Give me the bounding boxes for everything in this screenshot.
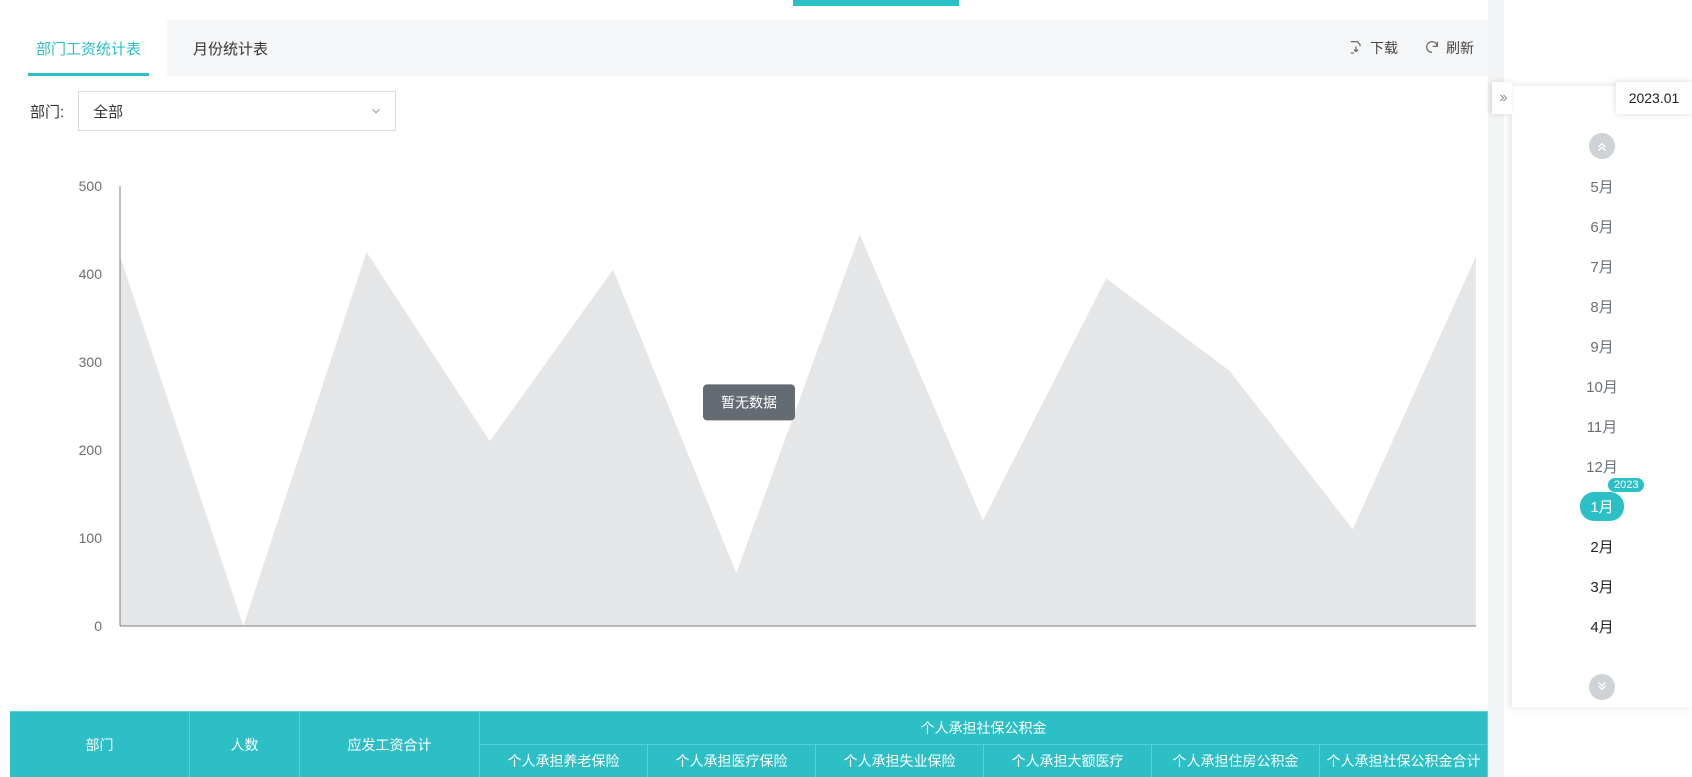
scrollbar-track[interactable] bbox=[1488, 0, 1504, 777]
month-panel-header: 2023.01 bbox=[1616, 82, 1692, 114]
month-panel: 2023.01 5月6月7月8月9月10月11月12月20231月2月3月4月 bbox=[1512, 86, 1692, 707]
y-tick-label: 400 bbox=[79, 266, 103, 282]
tabs: 部门工资统计表 月份统计表 bbox=[10, 20, 1488, 76]
th-gross: 应发工资合计 bbox=[300, 711, 480, 777]
month-label: 6月 bbox=[1590, 216, 1613, 237]
download-label: 下载 bbox=[1370, 38, 1398, 58]
collapse-button[interactable] bbox=[1492, 82, 1512, 114]
month-item[interactable]: 11月 bbox=[1512, 406, 1692, 446]
month-label: 9月 bbox=[1590, 336, 1613, 357]
th-count: 人数 bbox=[190, 711, 300, 777]
month-item[interactable]: 20231月 bbox=[1512, 486, 1692, 526]
y-tick-label: 200 bbox=[79, 442, 103, 458]
month-item[interactable]: 2月 bbox=[1512, 526, 1692, 566]
month-label: 11月 bbox=[1587, 416, 1618, 437]
th-sub-1: 个人承担医疗保险 bbox=[648, 744, 816, 777]
month-label: 8月 bbox=[1590, 296, 1613, 317]
month-label: 12月 bbox=[1586, 456, 1618, 477]
top-accent-bar bbox=[793, 0, 959, 6]
month-item[interactable]: 3月 bbox=[1512, 566, 1692, 606]
month-item[interactable]: 12月 bbox=[1512, 446, 1692, 486]
tab-label: 月份统计表 bbox=[193, 38, 268, 59]
month-label: 1月 bbox=[1580, 492, 1623, 521]
month-label: 2月 bbox=[1590, 536, 1613, 557]
year-tag: 2023 bbox=[1608, 478, 1644, 492]
y-tick-label: 500 bbox=[79, 178, 103, 194]
select-value: 全部 bbox=[93, 101, 123, 122]
refresh-label: 刷新 bbox=[1446, 38, 1474, 58]
th-dept: 部门 bbox=[10, 711, 190, 777]
chart-area: 0 100 200 300 400 500 暂无数据 bbox=[10, 146, 1488, 666]
month-label: 3月 bbox=[1590, 576, 1613, 597]
th-sub-4: 个人承担住房公积金 bbox=[1152, 744, 1320, 777]
tab-department-salary[interactable]: 部门工资统计表 bbox=[10, 20, 167, 76]
y-tick-label: 100 bbox=[79, 530, 103, 546]
refresh-icon bbox=[1424, 39, 1440, 58]
th-sub-0: 个人承担养老保险 bbox=[480, 744, 648, 777]
month-label: 7月 bbox=[1590, 256, 1613, 277]
month-label: 4月 bbox=[1590, 616, 1613, 637]
y-tick-label: 0 bbox=[94, 618, 102, 634]
month-item[interactable]: 7月 bbox=[1512, 246, 1692, 286]
y-tick-label: 300 bbox=[79, 354, 103, 370]
month-item[interactable]: 4月 bbox=[1512, 606, 1692, 646]
month-list: 5月6月7月8月9月10月11月12月20231月2月3月4月 bbox=[1512, 166, 1692, 667]
month-label: 10月 bbox=[1586, 376, 1618, 397]
chevron-down-icon bbox=[369, 104, 383, 118]
download-icon bbox=[1348, 39, 1364, 58]
filter-row: 部门: 全部 bbox=[10, 76, 1488, 146]
tab-actions: 下载 刷新 bbox=[1348, 20, 1474, 76]
th-sub-5: 个人承担社保公积金合计 bbox=[1320, 744, 1488, 777]
area-fill bbox=[120, 234, 1476, 626]
th-sub-2: 个人承担失业保险 bbox=[816, 744, 984, 777]
month-label: 5月 bbox=[1590, 176, 1613, 197]
tabs-row: 部门工资统计表 月份统计表 下载 刷新 bbox=[10, 20, 1488, 76]
refresh-button[interactable]: 刷新 bbox=[1424, 38, 1474, 58]
month-item[interactable]: 9月 bbox=[1512, 326, 1692, 366]
month-scroll-up[interactable] bbox=[1512, 126, 1692, 166]
no-data-badge: 暂无数据 bbox=[703, 384, 795, 420]
th-group-label: 个人承担社保公积金 bbox=[480, 711, 1488, 744]
th-group: 个人承担社保公积金个人承担养老保险个人承担医疗保险个人承担失业保险个人承担大额医… bbox=[480, 711, 1488, 777]
month-scroll-down[interactable] bbox=[1512, 667, 1692, 707]
department-select[interactable]: 全部 bbox=[78, 91, 396, 131]
month-item[interactable]: 5月 bbox=[1512, 166, 1692, 206]
month-item[interactable]: 10月 bbox=[1512, 366, 1692, 406]
month-item[interactable]: 8月 bbox=[1512, 286, 1692, 326]
month-item[interactable]: 6月 bbox=[1512, 206, 1692, 246]
filter-label: 部门: bbox=[30, 101, 64, 122]
main-panel: 部门工资统计表 月份统计表 下载 刷新 部门: 全部 bbox=[10, 20, 1488, 777]
th-sub-3: 个人承担大额医疗 bbox=[984, 744, 1152, 777]
download-button[interactable]: 下载 bbox=[1348, 38, 1398, 58]
tab-label: 部门工资统计表 bbox=[36, 38, 141, 59]
table-header: 部门人数应发工资合计个人承担社保公积金个人承担养老保险个人承担医疗保险个人承担失… bbox=[10, 711, 1488, 777]
th-group-subs: 个人承担养老保险个人承担医疗保险个人承担失业保险个人承担大额医疗个人承担住房公积… bbox=[480, 744, 1488, 777]
tab-monthly[interactable]: 月份统计表 bbox=[167, 20, 294, 76]
